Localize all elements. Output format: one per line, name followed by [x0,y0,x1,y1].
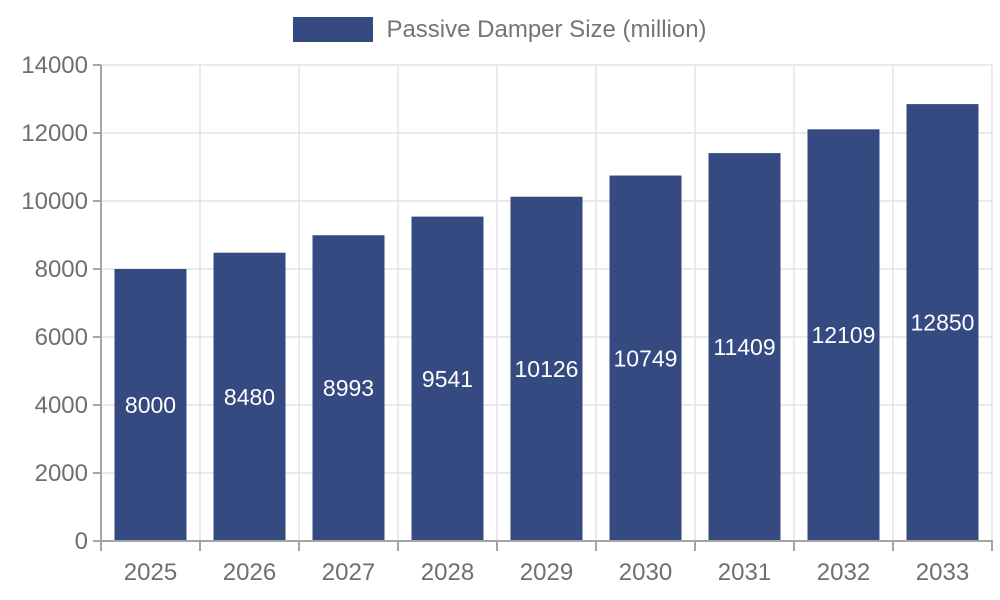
y-tick-label: 6000 [35,324,88,351]
x-tick-label: 2026 [223,559,276,586]
bar-value-label: 9541 [422,366,473,392]
bar [708,153,781,541]
x-tick-label: 2025 [124,559,177,586]
legend: Passive Damper Size (million) [0,17,1000,42]
bar [510,196,583,541]
legend-label: Passive Damper Size (million) [386,16,707,43]
bar [213,252,286,541]
bar-value-label: 10126 [515,356,579,382]
y-tick-label: 10000 [21,188,88,215]
y-tick-label: 0 [75,528,88,555]
x-tick-label: 2032 [817,559,870,586]
x-tick-label: 2029 [520,559,573,586]
bar-value-label: 10749 [614,345,678,371]
bar-value-label: 12109 [812,322,876,348]
bar [609,175,682,541]
bar [312,235,385,541]
x-tick-label: 2027 [322,559,375,586]
bar-value-label: 8480 [224,384,275,410]
bar [114,269,187,541]
y-tick-label: 4000 [35,392,88,419]
x-tick-label: 2028 [421,559,474,586]
bar-value-label: 12850 [911,310,975,336]
bar-value-label: 11409 [713,334,775,360]
y-tick-label: 14000 [21,52,88,79]
x-tick-label: 2031 [718,559,771,586]
bar [906,104,979,541]
bar-value-label: 8993 [323,375,374,401]
y-tick-label: 2000 [35,460,88,487]
legend-swatch [293,17,374,42]
bar [807,129,880,541]
y-tick-label: 12000 [21,120,88,147]
y-tick-label: 8000 [35,256,88,283]
x-tick-label: 2033 [916,559,969,586]
x-tick-label: 2030 [619,559,672,586]
bar [411,216,484,541]
bar-value-label: 8000 [125,392,176,418]
